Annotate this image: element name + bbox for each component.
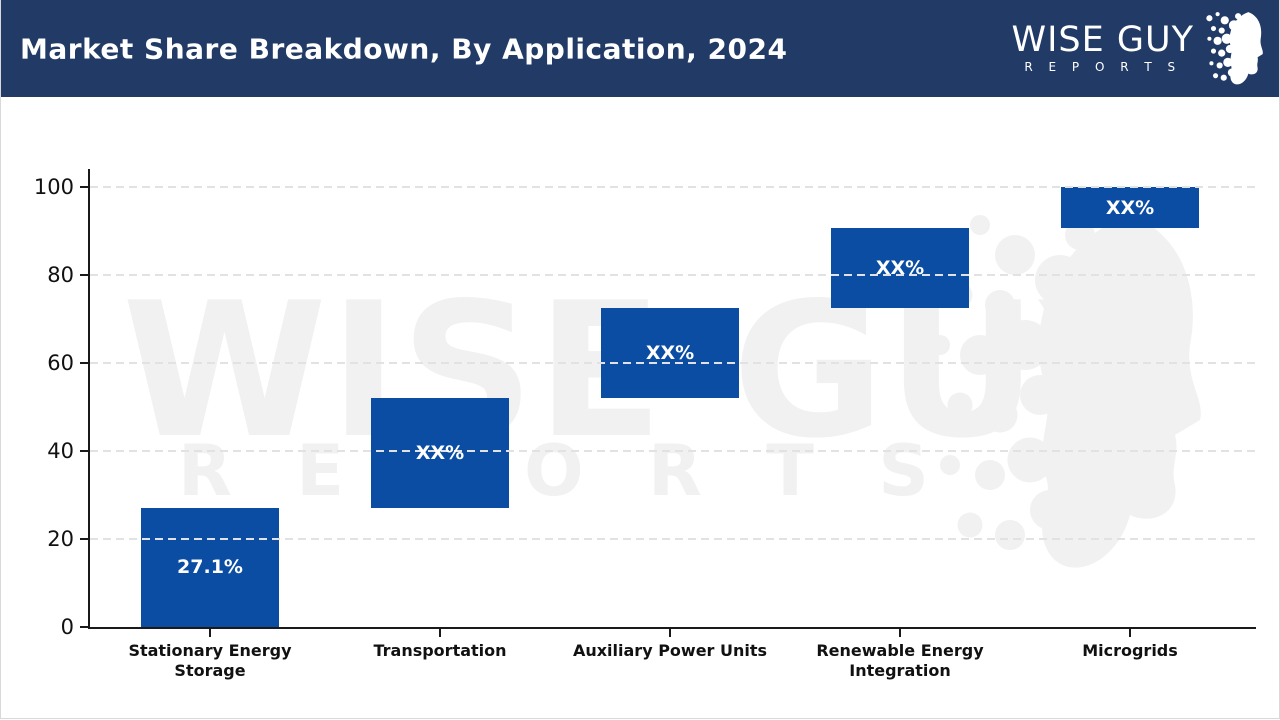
category-label-4: Renewable Energy Integration bbox=[816, 641, 984, 680]
category-label-2: Transportation bbox=[373, 641, 507, 660]
y-tick-mark bbox=[80, 450, 88, 452]
bar-value-label-4: XX% bbox=[875, 257, 925, 280]
brand-name: WISE GUY bbox=[1011, 20, 1194, 60]
x-tick-mark bbox=[669, 629, 671, 637]
page-title: Market Share Breakdown, By Application, … bbox=[20, 32, 788, 65]
bar-value-label-5: XX% bbox=[1105, 196, 1155, 219]
y-tick-mark bbox=[80, 626, 88, 628]
gridline-100 bbox=[90, 186, 1256, 188]
y-tick-label: 0 bbox=[60, 615, 74, 639]
bar-3 bbox=[601, 308, 739, 398]
bar-1 bbox=[141, 507, 279, 627]
y-tick-mark bbox=[80, 186, 88, 188]
y-tick-label: 60 bbox=[47, 351, 74, 375]
y-tick-label: 40 bbox=[47, 439, 74, 463]
bar-4 bbox=[831, 228, 969, 309]
y-tick-label: 100 bbox=[33, 175, 74, 199]
y-axis-line bbox=[88, 169, 90, 629]
gridline-60 bbox=[90, 362, 1256, 364]
x-tick-mark bbox=[899, 629, 901, 637]
x-tick-mark bbox=[439, 629, 441, 637]
x-axis-line bbox=[88, 627, 1256, 629]
header: Market Share Breakdown, By Application, … bbox=[0, 0, 1280, 97]
y-tick-mark bbox=[80, 274, 88, 276]
category-label-1: Stationary Energy Storage bbox=[128, 641, 292, 680]
bar-value-label-2: XX% bbox=[415, 441, 465, 464]
y-tick-label: 20 bbox=[47, 527, 74, 551]
gridline-20 bbox=[90, 538, 1256, 540]
gridline-40 bbox=[90, 450, 1256, 452]
brand-text: WISE GUY R E P O R T S bbox=[1011, 22, 1194, 74]
bar-5 bbox=[1061, 187, 1199, 229]
gridline-80 bbox=[90, 274, 1256, 276]
brand-subtitle: R E P O R T S bbox=[1024, 60, 1182, 74]
brand-logo: WISE GUY R E P O R T S bbox=[1011, 6, 1270, 91]
y-tick-mark bbox=[80, 538, 88, 540]
bar-value-label-3: XX% bbox=[645, 342, 695, 365]
bar-value-label-1: 27.1% bbox=[177, 556, 243, 579]
y-tick-label: 80 bbox=[47, 263, 74, 287]
bar-2 bbox=[371, 397, 509, 508]
category-label-5: Microgrids bbox=[1082, 641, 1178, 660]
y-tick-mark bbox=[80, 362, 88, 364]
x-tick-mark bbox=[1129, 629, 1131, 637]
x-tick-mark bbox=[209, 629, 211, 637]
category-label-3: Auxiliary Power Units bbox=[572, 641, 768, 660]
wiseguy-head-icon bbox=[1206, 12, 1263, 85]
